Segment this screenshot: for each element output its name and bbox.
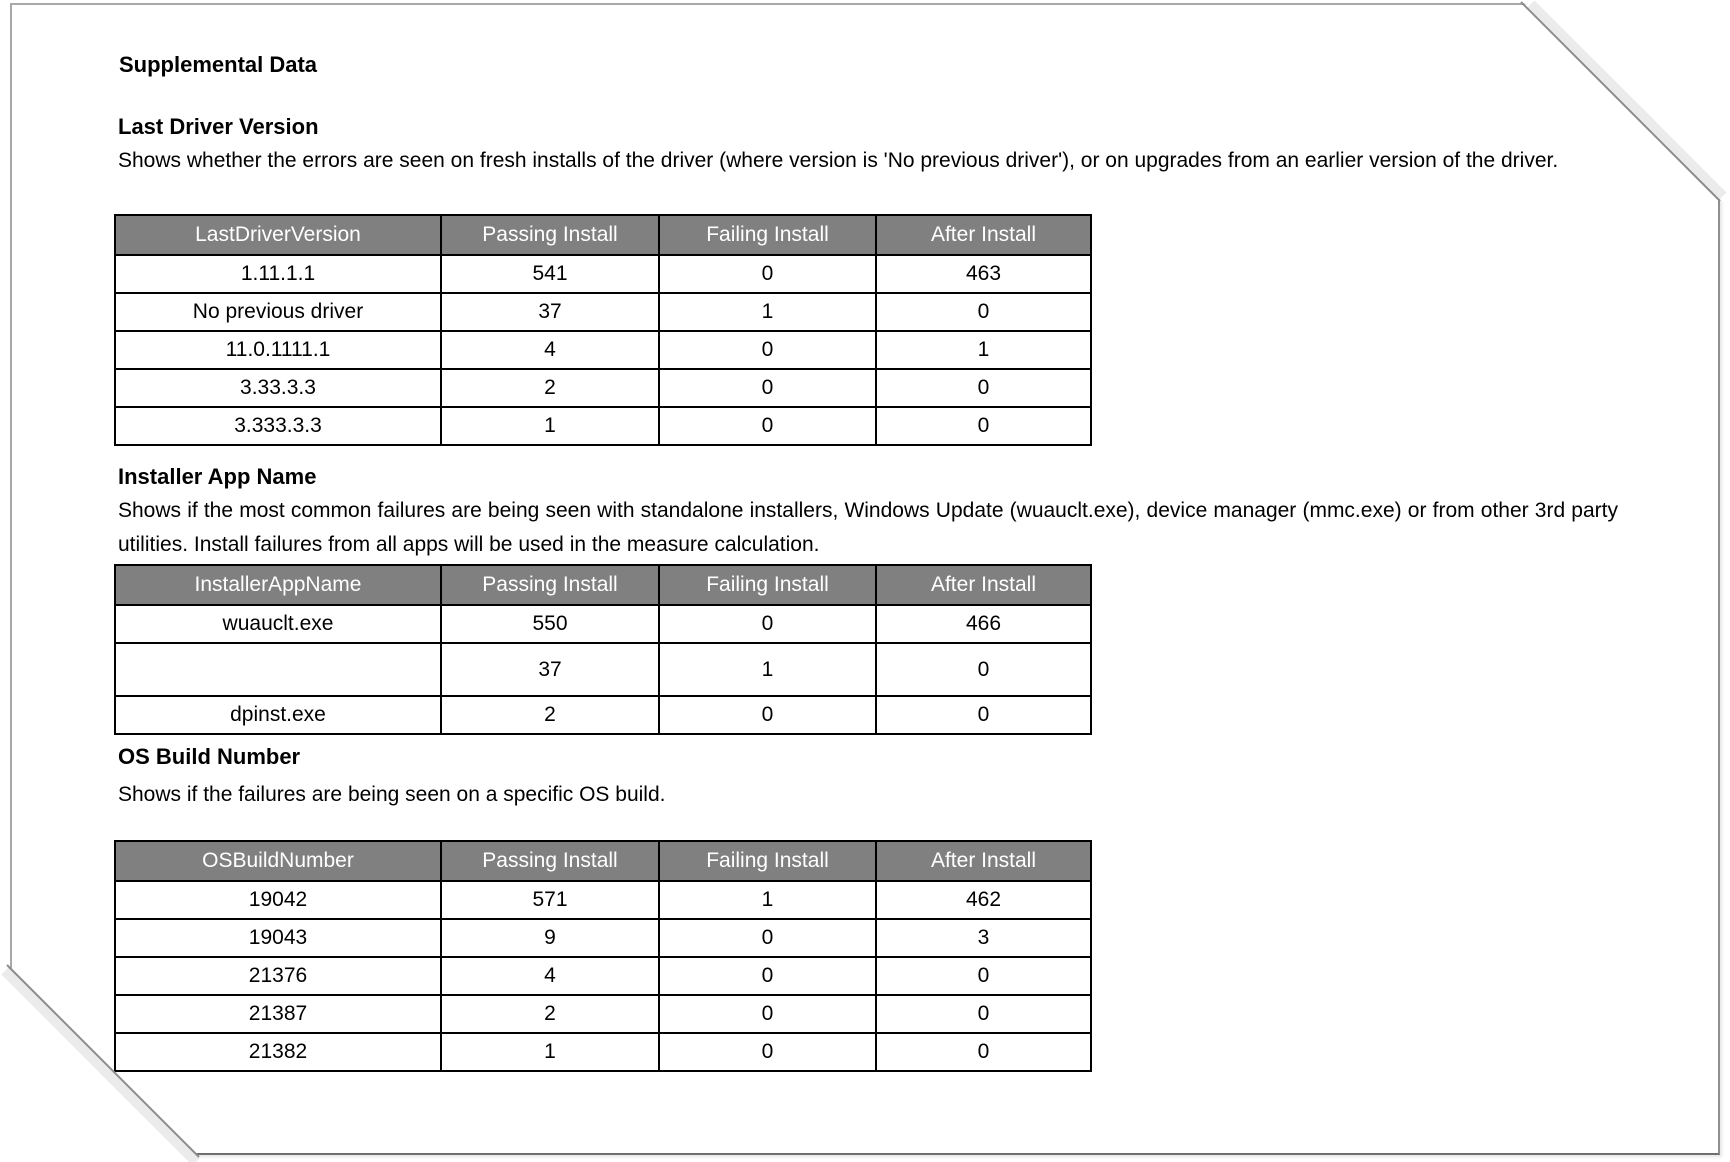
table-cell: No previous driver [114, 292, 442, 332]
last-driver-version-table: LastDriverVersion Passing Install Failing … [114, 214, 1092, 446]
table-cell: 1 [440, 1032, 660, 1072]
table-row: 21376 4 0 0 [114, 956, 1092, 996]
table-cell: 0 [658, 406, 877, 446]
section-heading-os-build-number: OS Build Number [118, 744, 301, 769]
table-cell: 1 [658, 642, 877, 697]
section-description-installer-app-name: Shows if the most common failures are be… [118, 499, 1618, 556]
column-header: Failing Install [658, 564, 877, 606]
column-header: LastDriverVersion [114, 214, 442, 256]
section-description-os-build-number: Shows if the failures are being seen on … [118, 783, 666, 806]
table-cell: 0 [658, 994, 877, 1034]
table-cell [114, 642, 442, 697]
column-header: Passing Install [440, 564, 660, 606]
table-cell: 3.33.3.3 [114, 368, 442, 408]
column-header: After Install [875, 214, 1092, 256]
table-header-row: InstallerAppName Passing Install Failing I… [114, 564, 1092, 606]
table-cell: 21387 [114, 994, 442, 1034]
table-cell: 463 [875, 254, 1092, 294]
table-cell: wuauclt.exe [114, 604, 442, 644]
table-cell: 21376 [114, 956, 442, 996]
table-row: 11.0.1111.1 4 0 1 [114, 330, 1092, 370]
table-cell: 466 [875, 604, 1092, 644]
table-cell: 11.0.1111.1 [114, 330, 442, 370]
column-header: InstallerAppName [114, 564, 442, 606]
os-build-number-table: OSBuildNumber Passing Install Failing Inst… [114, 840, 1092, 1072]
table-cell: 3 [875, 918, 1092, 958]
table-cell: 0 [875, 695, 1092, 735]
table-cell: 4 [440, 330, 660, 370]
table-cell: 37 [440, 642, 660, 697]
table-row: 21382 1 0 0 [114, 1032, 1092, 1072]
column-header: Failing Install [658, 214, 877, 256]
table-cell: 0 [875, 406, 1092, 446]
column-header: After Install [875, 840, 1092, 882]
table-cell: 2 [440, 994, 660, 1034]
table-row: dpinst.exe 2 0 0 [114, 695, 1092, 735]
table-row: 19043 9 0 3 [114, 918, 1092, 958]
table-row: wuauclt.exe 550 0 466 [114, 604, 1092, 644]
table-row: No previous driver 37 1 0 [114, 292, 1092, 332]
table-cell: 0 [658, 254, 877, 294]
table-cell: 0 [658, 918, 877, 958]
table-cell: 541 [440, 254, 660, 294]
installer-app-name-table: InstallerAppName Passing Install Failing I… [114, 564, 1092, 735]
table-cell: 19043 [114, 918, 442, 958]
table-cell: 0 [875, 956, 1092, 996]
table-row: 37 1 0 [114, 642, 1092, 697]
table-header-row: OSBuildNumber Passing Install Failing Inst… [114, 840, 1092, 882]
table-cell: 1 [658, 292, 877, 332]
table-cell: 19042 [114, 880, 442, 920]
table-row: 3.333.3.3 1 0 0 [114, 406, 1092, 446]
table-cell: 0 [875, 292, 1092, 332]
column-header: After Install [875, 564, 1092, 606]
table-cell: 2 [440, 695, 660, 735]
column-header: OSBuildNumber [114, 840, 442, 882]
table-cell: 2 [440, 368, 660, 408]
table-cell: 1 [440, 406, 660, 446]
table-cell: 37 [440, 292, 660, 332]
table-cell: 1.11.1.1 [114, 254, 442, 294]
table-cell: 0 [875, 642, 1092, 697]
table-cell: 0 [875, 368, 1092, 408]
table-cell: 0 [658, 1032, 877, 1072]
table-cell: 0 [658, 330, 877, 370]
table-cell: 550 [440, 604, 660, 644]
table-cell: 4 [440, 956, 660, 996]
table-cell: 1 [658, 880, 877, 920]
table-cell: 462 [875, 880, 1092, 920]
table-cell: 0 [875, 1032, 1092, 1072]
table-cell: 21382 [114, 1032, 442, 1072]
table-cell: 0 [658, 604, 877, 644]
section-heading-last-driver-version: Last Driver Version [118, 114, 319, 139]
page-title: Supplemental Data [119, 52, 318, 77]
table-cell: 0 [658, 368, 877, 408]
table-cell: 571 [440, 880, 660, 920]
table-cell: dpinst.exe [114, 695, 442, 735]
table-header-row: LastDriverVersion Passing Install Failing … [114, 214, 1092, 256]
table-row: 21387 2 0 0 [114, 994, 1092, 1034]
table-row: 1.11.1.1 541 0 463 [114, 254, 1092, 294]
section-description-last-driver-version: Shows whether the errors are seen on fre… [118, 149, 1559, 172]
table-cell: 0 [875, 994, 1092, 1034]
section-heading-installer-app-name: Installer App Name [118, 464, 317, 489]
column-header: Passing Install [440, 214, 660, 256]
table-row: 19042 571 1 462 [114, 880, 1092, 920]
table-cell: 3.333.3.3 [114, 406, 442, 446]
table-row: 3.33.3.3 2 0 0 [114, 368, 1092, 408]
table-cell: 0 [658, 695, 877, 735]
table-cell: 0 [658, 956, 877, 996]
table-cell: 9 [440, 918, 660, 958]
table-cell: 1 [875, 330, 1092, 370]
column-header: Passing Install [440, 840, 660, 882]
column-header: Failing Install [658, 840, 877, 882]
